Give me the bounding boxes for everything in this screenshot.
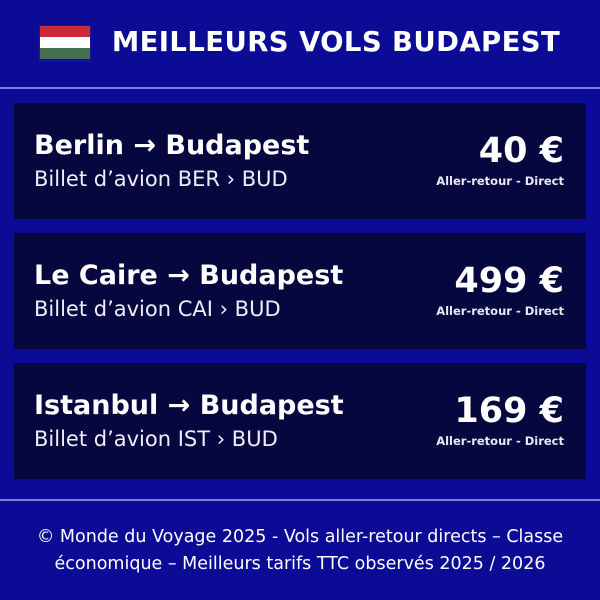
header-divider	[0, 87, 600, 89]
flight-card[interactable]: Berlin → Budapest Billet d’avion BER › B…	[14, 103, 586, 219]
flight-route: Berlin → Budapest	[34, 130, 310, 162]
flight-card-info: Berlin → Budapest Billet d’avion BER › B…	[34, 130, 310, 191]
flight-ticket-label: Billet d’avion IST › BUD	[34, 426, 278, 451]
flight-card-price-block: 169 € Aller-retour - Direct	[426, 394, 564, 448]
flag-band-red	[39, 25, 90, 37]
flight-fare-note: Aller-retour - Direct	[436, 304, 564, 319]
flight-route: Istanbul → Budapest	[34, 390, 344, 422]
flag-band-green	[39, 48, 90, 60]
page-footer: © Monde du Voyage 2025 - Vols aller-reto…	[0, 501, 600, 600]
flight-list: Berlin → Budapest Billet d’avion BER › B…	[0, 89, 600, 499]
flight-card-price-block: 499 € Aller-retour - Direct	[426, 264, 564, 318]
flight-fare-note: Aller-retour - Direct	[436, 174, 564, 189]
flag-band-white	[39, 36, 90, 49]
flight-card[interactable]: Istanbul → Budapest Billet d’avion IST ›…	[14, 363, 586, 479]
flight-fare-note: Aller-retour - Direct	[436, 434, 564, 449]
flight-card[interactable]: Le Caire → Budapest Billet d’avion CAI ›…	[14, 233, 586, 349]
hungary-flag-icon	[39, 25, 90, 60]
page-title: MEILLEURS VOLS BUDAPEST	[111, 25, 561, 58]
flight-ticket-label: Billet d’avion BER › BUD	[34, 166, 288, 191]
flight-price: 169 €	[454, 391, 564, 432]
footer-divider	[0, 499, 600, 501]
flight-price: 499 €	[454, 261, 564, 302]
flight-route: Le Caire → Budapest	[34, 260, 344, 292]
page-header: MEILLEURS VOLS BUDAPEST	[0, 0, 600, 87]
flight-card-info: Istanbul → Budapest Billet d’avion IST ›…	[34, 390, 344, 451]
flight-card-info: Le Caire → Budapest Billet d’avion CAI ›…	[34, 260, 344, 321]
flight-price: 40 €	[478, 131, 564, 172]
flight-card-price-block: 40 € Aller-retour - Direct	[426, 134, 564, 188]
flight-ticket-label: Billet d’avion CAI › BUD	[34, 296, 281, 321]
footer-disclaimer: © Monde du Voyage 2025 - Vols aller-reto…	[36, 527, 564, 574]
